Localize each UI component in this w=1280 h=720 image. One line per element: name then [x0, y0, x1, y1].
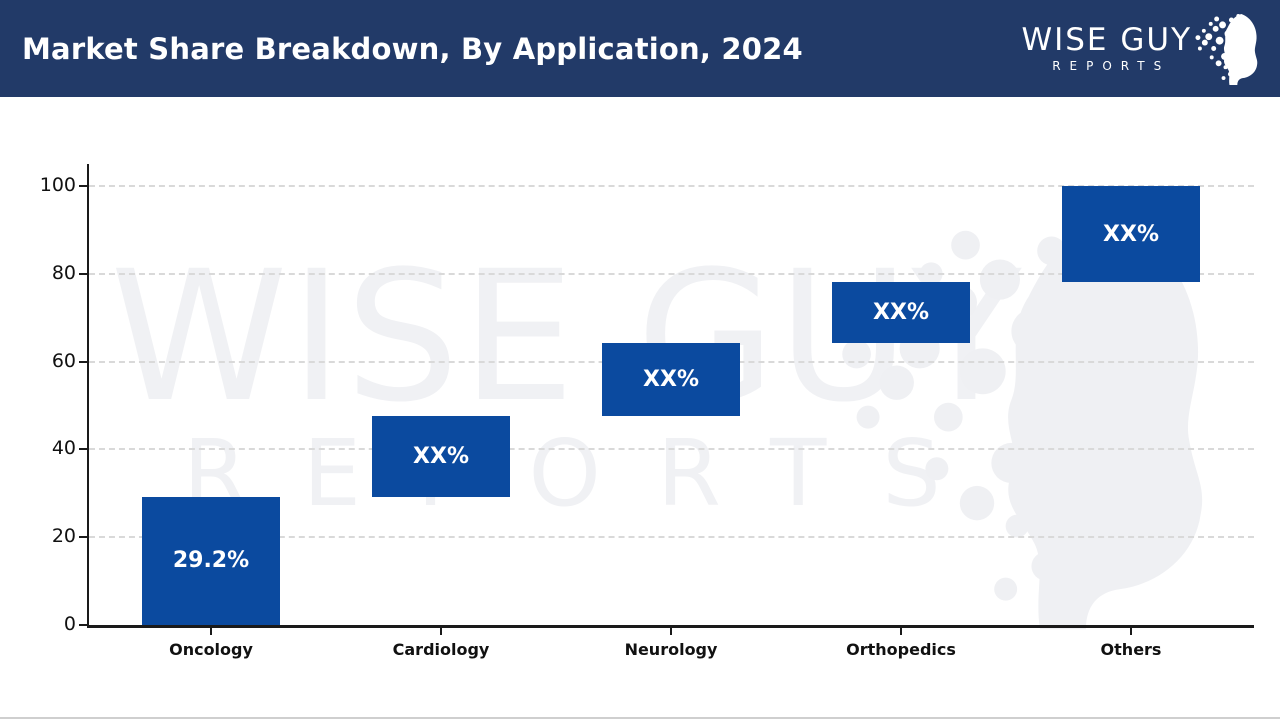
header: Market Share Breakdown, By Application, … [0, 0, 1280, 97]
gridline [89, 272, 1254, 275]
y-tick [79, 272, 88, 275]
dotted-face-icon [1195, 13, 1258, 85]
bar-cardiology: XX% [372, 416, 510, 497]
bar-others: XX% [1062, 186, 1200, 283]
y-tick-label: 40 [51, 437, 76, 460]
y-tick-label: 100 [39, 174, 76, 196]
brand-logo: WISE GUY REPORTS [1021, 8, 1258, 90]
bar-neurology: XX% [602, 343, 740, 417]
brand-logo-text: WISE GUY REPORTS [1021, 22, 1192, 73]
x-tick [900, 628, 902, 635]
gridline [89, 536, 1254, 539]
x-tick [1130, 628, 1132, 635]
y-axis [87, 164, 89, 628]
y-tick [79, 185, 88, 187]
y-tick-label: 60 [51, 349, 76, 372]
y-tick-label: 0 [63, 613, 76, 635]
x-tick [440, 628, 442, 635]
footer-divider [0, 717, 1280, 719]
bar-oncology: 29.2% [142, 496, 280, 625]
category-label-orthopedics: Orthopedics [846, 640, 956, 659]
gridline [89, 448, 1254, 451]
bar-orthopedics: XX% [832, 282, 970, 344]
bar-value-label: XX% [1103, 221, 1159, 247]
y-tick-label: 80 [51, 261, 76, 284]
x-axis [87, 625, 1254, 628]
category-label-neurology: Neurology [624, 640, 718, 659]
bar-value-label: 29.2% [172, 548, 250, 574]
x-tick [670, 628, 672, 635]
y-tick [79, 360, 88, 363]
watermark-brand-subtitle: REPORTS [183, 420, 997, 527]
category-label-cardiology: Cardiology [392, 640, 490, 659]
y-tick [79, 448, 88, 451]
brand-subtitle: REPORTS [1052, 59, 1171, 73]
y-tick-label: 20 [51, 525, 76, 548]
bar-value-label: XX% [873, 300, 929, 326]
y-tick [79, 536, 88, 539]
y-tick [79, 624, 88, 626]
brand-name: WISE GUY [1021, 22, 1192, 58]
x-tick [210, 628, 212, 635]
category-label-others: Others [1100, 640, 1162, 659]
gridline [89, 185, 1254, 187]
category-label-oncology: Oncology [169, 640, 253, 659]
chart-title: Market Share Breakdown, By Application, … [22, 31, 803, 66]
bar-value-label: XX% [413, 443, 469, 469]
bar-value-label: XX% [643, 367, 699, 393]
